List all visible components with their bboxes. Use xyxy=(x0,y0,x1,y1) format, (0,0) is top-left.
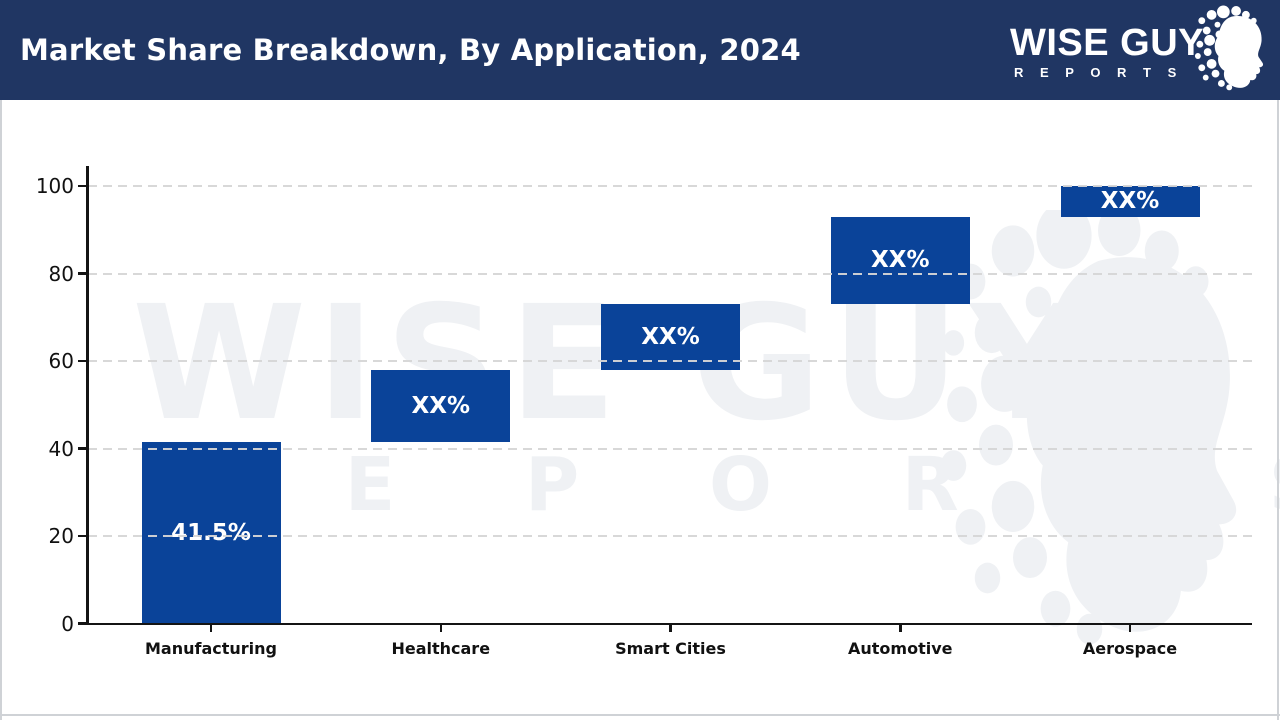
x-tick-aerospace xyxy=(1128,625,1132,632)
gridline-40 xyxy=(88,447,1252,450)
y-tick-100 xyxy=(78,184,86,188)
logo-subtext: R E P O R T S xyxy=(1014,65,1183,80)
header-bar: Market Share Breakdown, By Application, … xyxy=(0,0,1280,100)
y-tick-label-0: 0 xyxy=(61,611,74,636)
y-axis xyxy=(86,166,89,625)
frame-border-bottom xyxy=(0,714,1280,716)
y-tick-label-100: 100 xyxy=(35,174,74,198)
gridline-20 xyxy=(88,535,1252,537)
y-tick-20 xyxy=(78,534,86,538)
wise-guy-reports-logo: WISE GUY R E P O R T S xyxy=(1010,5,1264,91)
y-tick-label-40: 40 xyxy=(48,436,74,461)
logo-wordmark: WISE GUY xyxy=(1010,22,1204,64)
bar-value-label-healthcare: XX% xyxy=(411,392,470,419)
x-tick-automotive xyxy=(899,625,902,632)
x-category-label-healthcare: Healthcare xyxy=(391,638,491,658)
gridline-80 xyxy=(88,272,1252,275)
bar-healthcare: XX% xyxy=(371,369,511,442)
x-category-label-aerospace: Aerospace xyxy=(1082,638,1178,658)
bar-value-label-smart-cities: XX% xyxy=(641,323,700,350)
y-tick-40 xyxy=(78,447,86,450)
y-tick-label-60: 60 xyxy=(48,349,74,373)
page-title: Market Share Breakdown, By Application, … xyxy=(20,33,801,67)
gridline-60 xyxy=(88,360,1252,362)
x-category-label-manufacturing: Manufacturing xyxy=(145,638,277,658)
y-tick-80 xyxy=(78,272,86,275)
y-tick-0 xyxy=(78,622,86,625)
x-category-label-smart-cities: Smart Cities xyxy=(615,638,726,658)
x-tick-manufacturing xyxy=(209,625,213,632)
bar-smart-cities: XX% xyxy=(601,304,740,370)
frame-border-right xyxy=(1277,100,1279,720)
y-tick-60 xyxy=(78,359,86,363)
bar-value-label-manufacturing: 41.5% xyxy=(171,519,251,546)
bar-automotive: XX% xyxy=(830,216,970,305)
y-tick-label-20: 20 xyxy=(48,524,74,548)
gridline-100 xyxy=(88,185,1252,187)
x-tick-healthcare xyxy=(439,625,442,632)
bar-aerospace: XX% xyxy=(1060,186,1200,217)
frame-border-left xyxy=(0,100,2,720)
x-category-label-automotive: Automotive xyxy=(848,638,953,658)
x-tick-smart-cities xyxy=(669,625,672,632)
bar-value-label-automotive: XX% xyxy=(870,247,930,274)
x-axis xyxy=(86,622,1252,625)
bar-manufacturing: 41.5% xyxy=(141,441,281,624)
y-tick-label-80: 80 xyxy=(48,261,74,286)
bar-value-label-aerospace: XX% xyxy=(1100,188,1160,215)
